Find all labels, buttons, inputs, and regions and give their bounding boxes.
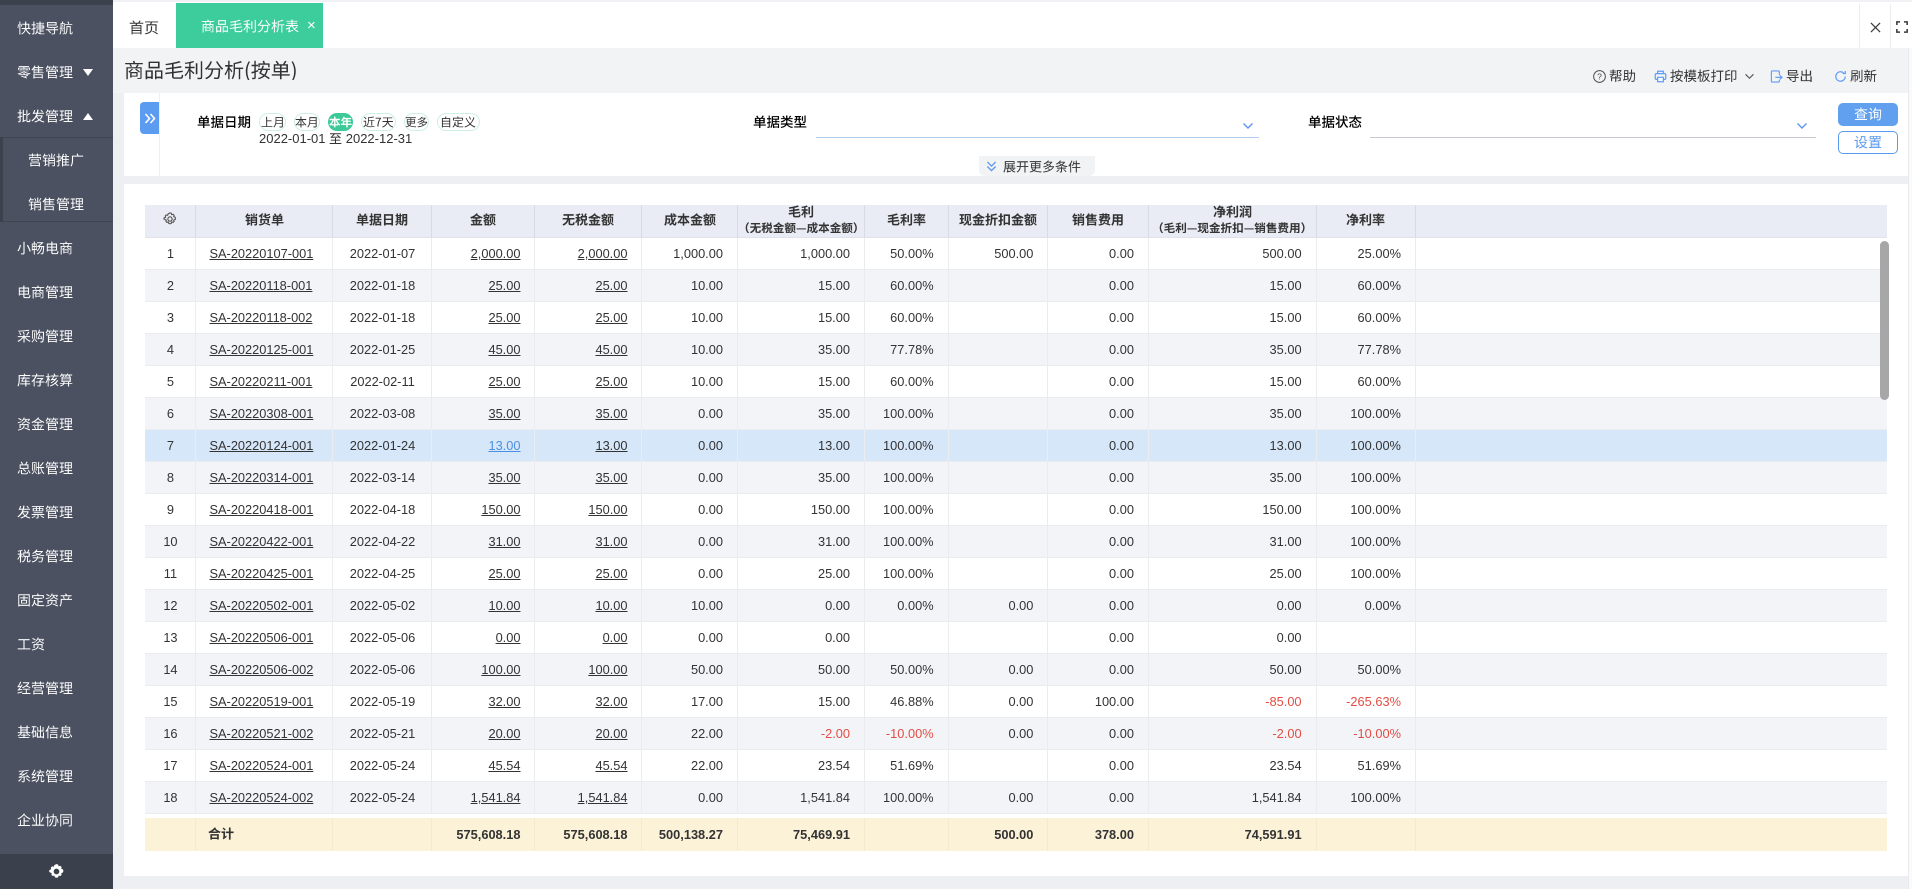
- svg-text:?: ?: [1597, 71, 1602, 81]
